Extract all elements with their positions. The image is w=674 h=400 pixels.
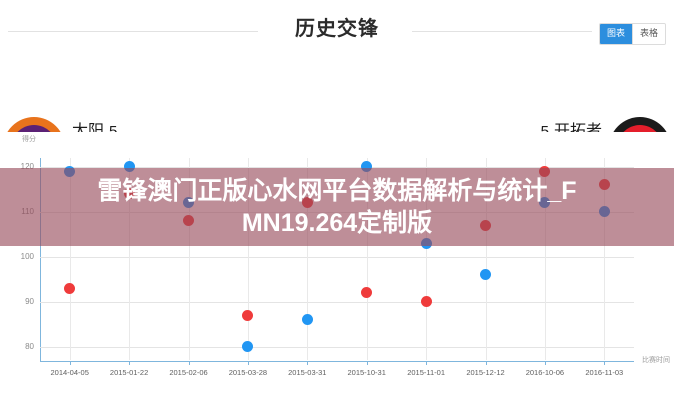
header-divider-right [412, 31, 592, 32]
x-axis-tick [69, 361, 71, 365]
y-axis-tick-label: 110 [21, 206, 34, 216]
x-axis-tick [129, 361, 131, 365]
x-axis-tick-label: 2014-04-05 [50, 368, 89, 377]
data-point[interactable] [361, 161, 373, 173]
x-axis-tick-label: 2015-11-01 [407, 368, 445, 377]
gridline-vertical [307, 158, 309, 360]
gridline-vertical [129, 158, 131, 360]
gridline-vertical [604, 158, 606, 360]
data-point[interactable] [420, 296, 432, 308]
x-axis-tick-label: 2015-12-12 [466, 368, 505, 377]
x-axis-tick [544, 361, 546, 365]
data-point[interactable] [64, 282, 76, 294]
x-axis-tick [366, 361, 368, 365]
data-point[interactable] [123, 188, 135, 200]
y-axis-tick-label: 120 [20, 161, 34, 171]
gridline-horizontal [40, 301, 634, 303]
home-team-score: 5 [104, 123, 122, 140]
x-axis-tick-label: 2015-10-31 [347, 368, 386, 377]
view-toggle[interactable]: 图表 表格 [598, 23, 666, 45]
x-axis-tick-label: 2015-02-06 [169, 368, 208, 377]
data-point[interactable] [361, 287, 373, 299]
x-axis-line [40, 361, 634, 362]
x-axis-tick-label: 2015-01-22 [109, 368, 149, 377]
x-axis-tick [188, 361, 190, 365]
data-point[interactable] [242, 309, 254, 321]
data-point[interactable] [183, 215, 194, 227]
data-point[interactable] [539, 197, 551, 209]
data-point[interactable] [598, 179, 610, 191]
gridline-vertical [247, 158, 249, 360]
gridline-vertical [366, 158, 368, 360]
away-team-score: 5 [536, 123, 554, 140]
tab-chart-view[interactable]: 图表 [599, 24, 632, 44]
header-divider-left [8, 31, 258, 32]
gridline-horizontal [40, 166, 634, 168]
x-axis-tick-label: 2015-03-28 [228, 368, 268, 377]
data-point[interactable] [539, 165, 551, 177]
gridline-vertical [544, 158, 546, 360]
data-point[interactable] [64, 165, 76, 177]
data-point[interactable] [242, 341, 254, 353]
x-axis-tick-label: 2016-11-03 [585, 368, 624, 377]
y-axis-line [40, 158, 41, 361]
gridline-vertical [69, 158, 71, 360]
data-point[interactable] [420, 237, 432, 249]
x-axis-tick [604, 361, 606, 365]
gridline-vertical [188, 158, 190, 360]
data-point[interactable] [480, 269, 491, 281]
y-axis-tick-label: 80 [25, 341, 34, 351]
x-axis-tick [247, 361, 249, 365]
matchup-summary: PHO SUNS POR TRAIL BLAZERS 太阳5 5开拓者 [0, 55, 674, 179]
x-axis-tick [307, 361, 309, 365]
gridline-vertical [426, 158, 428, 360]
page-title: 历史交锋 [295, 18, 379, 40]
y-axis-tick-labels: 80 90 100 110 120 [8, 132, 34, 400]
gridline-horizontal [40, 346, 634, 348]
score-scatter-chart: 得分 比赛时间 80 90 100 110 120 2014-04-05 2015-01-… [0, 132, 674, 400]
x-axis-tick-label: 2016-10-06 [525, 368, 565, 377]
gridline-vertical [485, 158, 487, 360]
x-axis-tick [426, 361, 428, 365]
data-point[interactable] [598, 206, 610, 218]
tab-table-view[interactable]: 表格 [631, 24, 665, 44]
data-point[interactable] [123, 161, 135, 173]
gridline-horizontal [40, 256, 634, 258]
page-header: 历史交锋 图表 表格 [0, 0, 674, 52]
y-axis-tick-label: 100 [20, 251, 34, 261]
data-point[interactable] [183, 197, 194, 209]
data-point[interactable] [301, 314, 313, 326]
x-axis-tick [485, 361, 487, 365]
x-axis-title: 比赛时间 [642, 357, 670, 364]
x-axis-tick-label: 2015-03-31 [288, 368, 327, 377]
data-point[interactable] [480, 219, 491, 231]
y-axis-title: 得分 [22, 136, 36, 143]
plot-area [40, 158, 634, 360]
data-point[interactable] [301, 197, 313, 209]
y-axis-tick-label: 90 [25, 296, 34, 306]
